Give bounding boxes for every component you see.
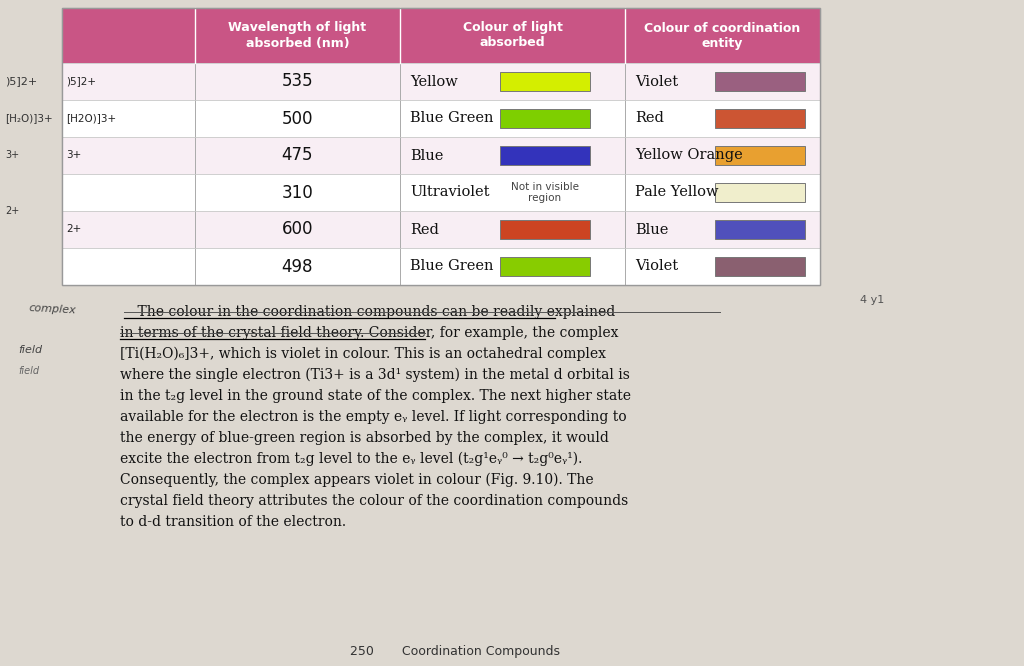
Text: Ultraviolet: Ultraviolet <box>410 186 489 200</box>
Text: available for the electron is the empty eᵧ level. If light corresponding to: available for the electron is the empty … <box>120 410 627 424</box>
Text: 2+: 2+ <box>66 224 81 234</box>
Bar <box>500 220 590 239</box>
Text: 2+: 2+ <box>5 206 19 216</box>
Bar <box>62 100 820 137</box>
Text: Red: Red <box>410 222 439 236</box>
Text: where the single electron (Ti3+ is a 3d¹ system) in the metal d orbital is: where the single electron (Ti3+ is a 3d¹… <box>120 368 630 382</box>
Text: excite the electron from t₂g level to the eᵧ level (t₂g¹eᵧ⁰ → t₂g⁰eᵧ¹).: excite the electron from t₂g level to th… <box>120 452 583 466</box>
Bar <box>715 183 805 202</box>
Text: Blue Green: Blue Green <box>410 111 494 125</box>
Text: [H2O)]3+: [H2O)]3+ <box>66 113 116 123</box>
Bar <box>62 137 820 174</box>
Text: Violet: Violet <box>635 260 678 274</box>
Text: )5]2+: )5]2+ <box>66 77 96 87</box>
Text: in the t₂g level in the ground state of the complex. The next higher state: in the t₂g level in the ground state of … <box>120 389 631 403</box>
Text: 3+: 3+ <box>66 151 81 161</box>
Text: 475: 475 <box>282 147 313 165</box>
Text: in terms of the crystal field theory. Consider, for example, the complex: in terms of the crystal field theory. Co… <box>120 326 618 340</box>
Text: Colour of light
absorbed: Colour of light absorbed <box>463 21 562 49</box>
Bar <box>62 211 820 248</box>
Bar <box>715 146 805 165</box>
Bar <box>715 109 805 128</box>
Text: Blue: Blue <box>410 149 443 163</box>
Bar <box>715 220 805 239</box>
Bar <box>500 257 590 276</box>
Text: 310: 310 <box>282 184 313 202</box>
Bar <box>62 63 820 100</box>
Text: )5]2+: )5]2+ <box>5 77 37 87</box>
Text: the energy of blue-green region is absorbed by the complex, it would: the energy of blue-green region is absor… <box>120 431 609 445</box>
Text: Yellow: Yellow <box>410 75 458 89</box>
Bar <box>715 257 805 276</box>
Text: 500: 500 <box>282 109 313 127</box>
Text: 250       Coordination Compounds: 250 Coordination Compounds <box>350 645 560 658</box>
Text: Blue: Blue <box>635 222 669 236</box>
Text: field: field <box>18 366 39 376</box>
Bar <box>500 72 590 91</box>
Text: Wavelength of light
absorbed (nm): Wavelength of light absorbed (nm) <box>228 21 367 49</box>
Bar <box>62 248 820 285</box>
Text: [H₂O)]3+: [H₂O)]3+ <box>5 113 52 123</box>
Text: Blue Green: Blue Green <box>410 260 494 274</box>
Text: Violet: Violet <box>635 75 678 89</box>
Bar <box>62 174 820 211</box>
Text: Not in visible
region: Not in visible region <box>511 182 579 203</box>
Text: The colour in the coordination compounds can be readily explained: The colour in the coordination compounds… <box>120 305 615 319</box>
Text: 4 y1: 4 y1 <box>860 295 885 305</box>
Bar <box>62 8 820 285</box>
Text: Red: Red <box>635 111 664 125</box>
Text: Colour of coordination
entity: Colour of coordination entity <box>644 21 801 49</box>
Bar <box>62 8 820 285</box>
Text: Yellow Orange: Yellow Orange <box>635 149 742 163</box>
Text: to d-d transition of the electron.: to d-d transition of the electron. <box>120 515 346 529</box>
Text: 535: 535 <box>282 73 313 91</box>
Bar <box>500 109 590 128</box>
Text: complex: complex <box>28 303 76 316</box>
Text: 498: 498 <box>282 258 313 276</box>
Text: crystal field theory attributes the colour of the coordination compounds: crystal field theory attributes the colo… <box>120 494 629 508</box>
Text: field: field <box>18 345 42 355</box>
Text: [Ti(H₂O)₆]3+, which is violet in colour. This is an octahedral complex: [Ti(H₂O)₆]3+, which is violet in colour.… <box>120 347 606 362</box>
Bar <box>715 72 805 91</box>
Text: 3+: 3+ <box>5 151 19 161</box>
Text: Pale Yellow: Pale Yellow <box>635 186 719 200</box>
Text: 600: 600 <box>282 220 313 238</box>
Text: Consequently, the complex appears violet in colour (Fig. 9.10). The: Consequently, the complex appears violet… <box>120 473 594 488</box>
Bar <box>62 8 820 63</box>
Bar <box>500 146 590 165</box>
